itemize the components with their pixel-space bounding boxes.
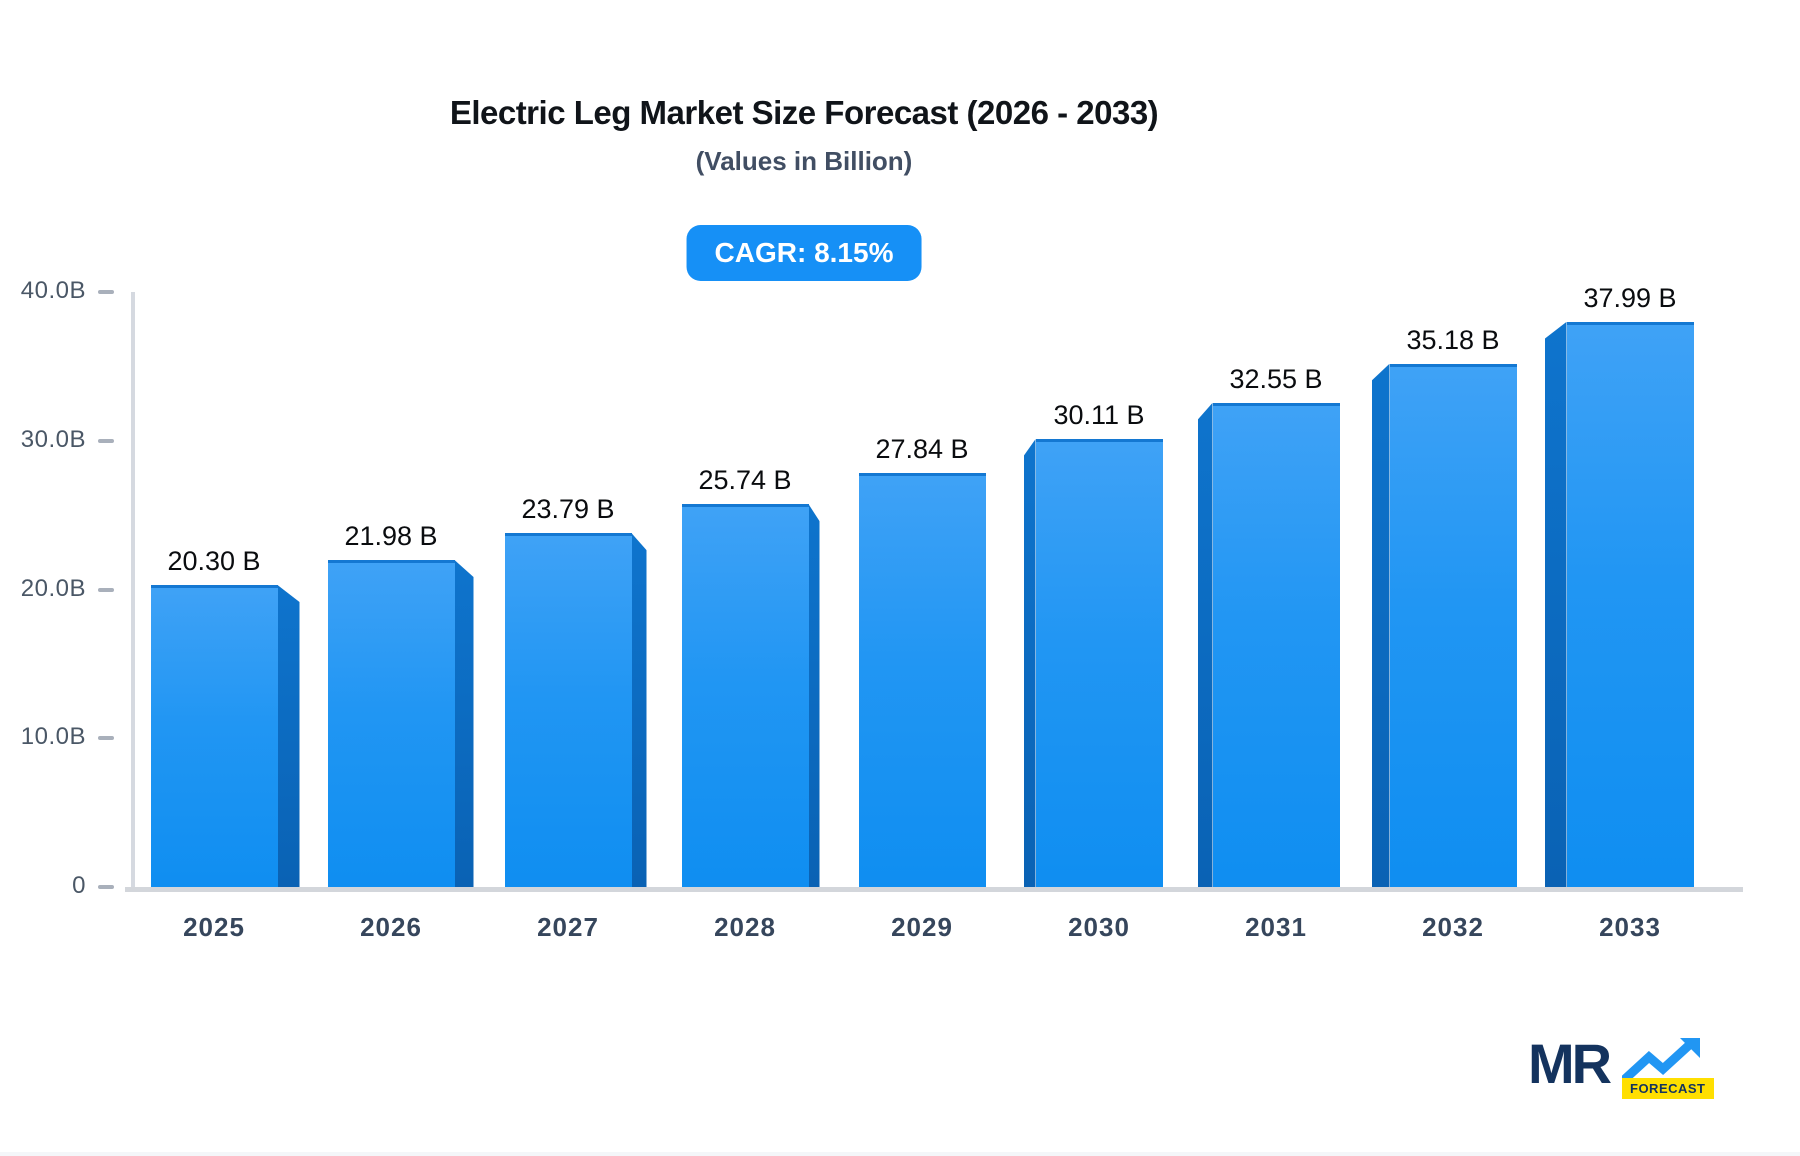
y-tick-mark <box>98 587 114 592</box>
x-axis-label-2031: 2031 <box>1245 912 1307 942</box>
bar-2026 <box>327 560 455 887</box>
cagr-badge: CAGR: 8.15% <box>686 225 922 281</box>
y-axis-line <box>131 292 135 887</box>
bar-value-label: 32.55 B <box>1229 363 1323 394</box>
bottom-edge-strip <box>0 1152 1800 1156</box>
y-tick-mark <box>98 290 114 294</box>
bar-2033 <box>1566 321 1694 887</box>
x-axis-label-2027: 2027 <box>537 912 599 942</box>
chart-title: Electric Leg Market Size Forecast (2026 … <box>449 94 1159 131</box>
bar-2033-side-face <box>1544 321 1567 887</box>
bar-2030 <box>1035 439 1163 887</box>
bar-value-label: 20.30 B <box>167 546 261 577</box>
x-axis-label-2030: 2030 <box>1068 912 1130 942</box>
bar-2028-side-face <box>808 504 820 887</box>
bar-value-label: 27.84 B <box>875 433 969 464</box>
logo-mr-text: MR <box>1528 1032 1612 1095</box>
x-axis-label-2032: 2032 <box>1422 912 1484 942</box>
y-tick-label: 10.0B <box>20 723 86 751</box>
bar-value-label: 21.98 B <box>344 521 438 552</box>
bar-2025-side-face <box>277 585 300 887</box>
bar-value-label: 25.74 B <box>698 465 792 496</box>
bar-value-label: 37.99 B <box>1583 282 1677 313</box>
x-axis-label-2029: 2029 <box>891 912 953 942</box>
trend-arrow-icon <box>1622 1038 1700 1084</box>
bar-value-label: 35.18 B <box>1406 324 1500 355</box>
x-axis-label-2025: 2025 <box>183 912 245 942</box>
y-tick-mark <box>98 736 114 741</box>
x-axis-baseline <box>125 887 1743 892</box>
mr-forecast-logo: MR FORECAST <box>1528 1032 1714 1100</box>
bar-value-label: 30.11 B <box>1053 400 1145 431</box>
y-tick-label: 20.0B <box>20 574 86 602</box>
bar-2031-side-face <box>1197 402 1213 887</box>
y-tick-mark <box>98 885 114 889</box>
bar-2031 <box>1212 402 1340 887</box>
bar-2030-side-face <box>1023 439 1036 887</box>
bar-2032-side-face <box>1371 363 1390 887</box>
y-tick-label: 30.0B <box>20 425 86 453</box>
y-tick-mark <box>98 438 114 443</box>
logo-forecast-badge: FORECAST <box>1622 1078 1714 1099</box>
bar-value-label: 23.79 B <box>521 494 615 525</box>
bar-2028 <box>681 504 809 887</box>
x-axis-label-2028: 2028 <box>714 912 776 942</box>
bar-2027 <box>504 533 632 887</box>
x-axis-label-2033: 2033 <box>1599 912 1661 942</box>
bar-2032 <box>1389 363 1517 887</box>
y-tick-label: 0 <box>72 872 86 899</box>
x-axis-label-2026: 2026 <box>360 912 422 942</box>
bar-2029 <box>858 472 986 887</box>
y-tick-label: 40.0B <box>20 277 86 304</box>
bar-2027-side-face <box>631 533 647 887</box>
bar-2026-side-face <box>454 560 474 887</box>
chart-subtitle: (Values in Billion) <box>695 146 913 176</box>
bar-2025 <box>150 585 278 887</box>
